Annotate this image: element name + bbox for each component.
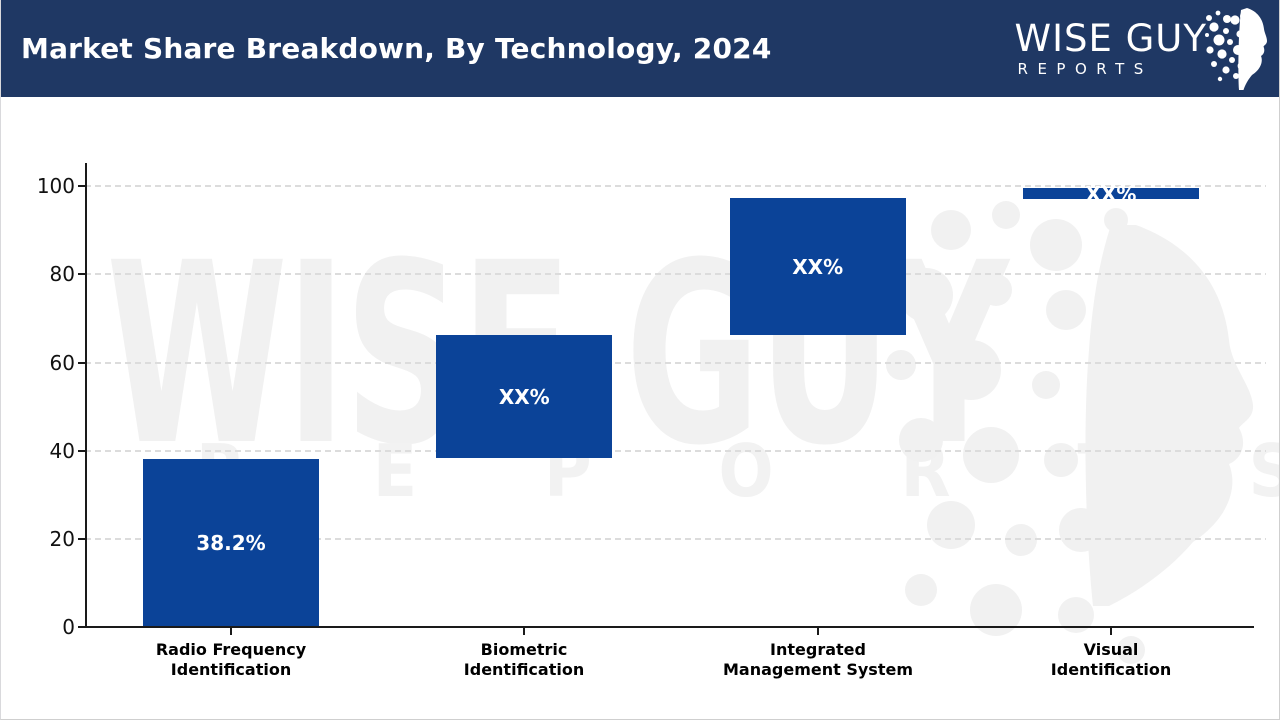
bar-value-label: XX% [792, 254, 844, 279]
y-tick [78, 362, 85, 364]
watermark-head-icon [886, 201, 1254, 664]
y-tick [78, 273, 85, 275]
y-tick-label: 100 [36, 174, 75, 198]
gridline-100 [85, 185, 1266, 187]
x-tick [1110, 628, 1112, 635]
page-title: Market Share Breakdown, By Technology, 2… [21, 32, 772, 65]
bar-segment: XX% [436, 335, 613, 458]
x-tick [523, 628, 525, 635]
bar-value-label: XX% [498, 384, 550, 409]
bar-segment: XX% [729, 198, 906, 335]
bar-segment: 38.2% [143, 459, 319, 627]
y-tick-label: 20 [49, 527, 75, 551]
y-tick-label: 60 [49, 351, 75, 375]
gridline-40 [85, 450, 1266, 452]
bar-value-label: 38.2% [196, 531, 266, 555]
y-tick [78, 626, 85, 628]
x-tick [817, 628, 819, 635]
x-tick [230, 628, 232, 635]
y-tick [78, 185, 85, 187]
y-tick-label: 0 [62, 615, 75, 639]
y-tick [78, 450, 85, 452]
brand-name: WISE GUY [1014, 16, 1207, 60]
gridline-20 [85, 538, 1266, 540]
y-tick-label: 80 [49, 262, 75, 286]
category-label-visual-identification: Visual Identification [1050, 640, 1172, 679]
category-label-integrated-management-system: Integrated Management System [723, 640, 913, 679]
category-label-radio-frequency-identification: Radio Frequency Identification [155, 640, 307, 679]
y-axis-line [85, 163, 87, 628]
header-bar: Market Share Breakdown, By Technology, 2… [1, 0, 1279, 97]
bar-segment: XX% [1023, 182, 1199, 206]
x-axis-line [84, 626, 1254, 628]
category-label-biometric-identification: Biometric Identification [463, 640, 585, 679]
gridline-80 [85, 273, 1266, 275]
brand-head-icon [1205, 7, 1267, 90]
brand-logo: WISE GUY REPORTS [1014, 6, 1279, 92]
bar-value-label: XX% [1085, 181, 1137, 206]
brand-subtitle: REPORTS [1017, 59, 1153, 78]
y-tick [78, 538, 85, 540]
gridline-60 [85, 362, 1266, 364]
y-tick-label: 40 [49, 439, 75, 463]
